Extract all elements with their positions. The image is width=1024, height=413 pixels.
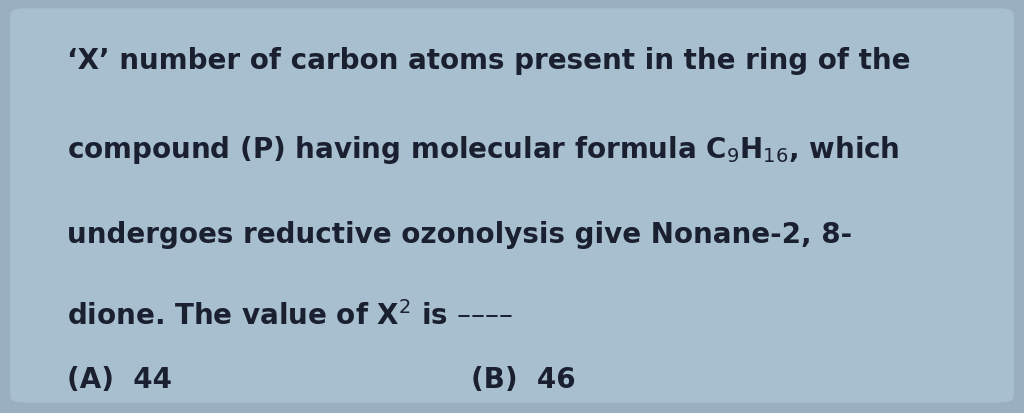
Text: dione. The value of X$^{2}$ is ––––: dione. The value of X$^{2}$ is –––– — [67, 301, 513, 331]
Text: undergoes reductive ozonolysis give Nonane-2, 8-: undergoes reductive ozonolysis give Nona… — [67, 221, 852, 249]
Text: (A)  44: (A) 44 — [67, 366, 172, 394]
Text: (B)  46: (B) 46 — [471, 366, 575, 394]
Text: compound (P) having molecular formula C$_{9}$H$_{16}$, which: compound (P) having molecular formula C$… — [67, 134, 899, 166]
Text: ‘X’ number of carbon atoms present in the ring of the: ‘X’ number of carbon atoms present in th… — [67, 47, 910, 76]
FancyBboxPatch shape — [10, 8, 1014, 403]
